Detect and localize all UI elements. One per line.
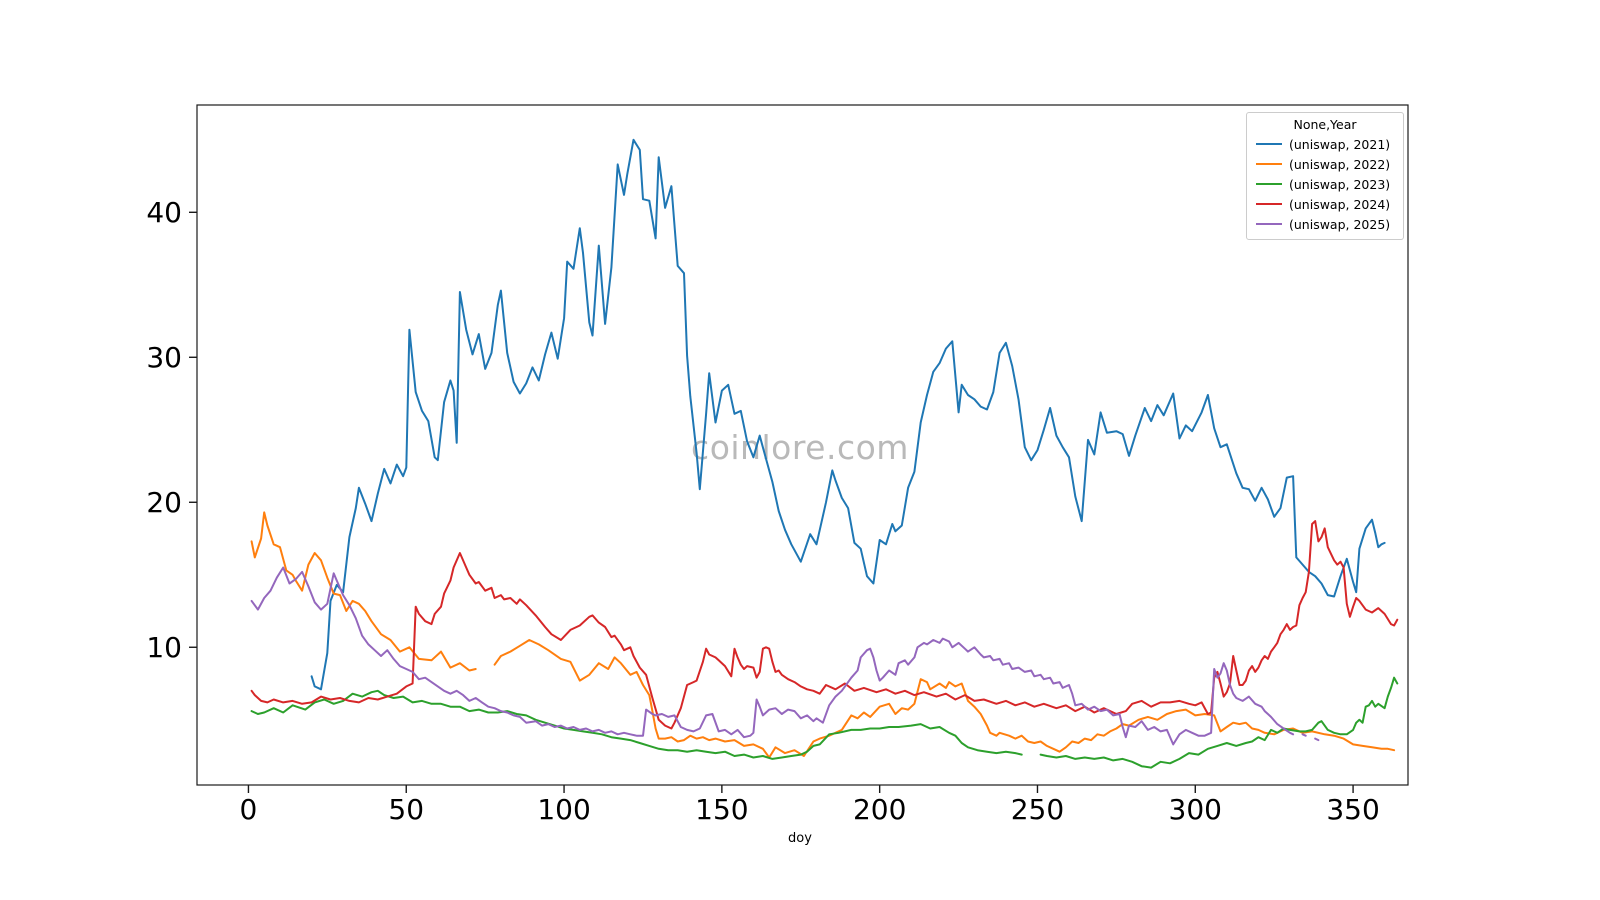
legend-label: (uniswap, 2025)	[1289, 216, 1391, 232]
watermark-text: coinlore.com	[691, 428, 909, 467]
y-tick-label: 30	[146, 341, 182, 374]
axes-frame	[196, 104, 1409, 786]
series-line	[250, 520, 1399, 730]
x-axis-label: doy	[788, 831, 812, 846]
y-tick-label: 20	[146, 486, 182, 519]
legend-label: (uniswap, 2021)	[1289, 136, 1391, 152]
x-tick-label: 300	[1169, 793, 1222, 826]
legend-entry: (uniswap, 2021)	[1247, 134, 1403, 154]
legend: None,Year (uniswap, 2021) (uniswap, 2022)…	[1246, 112, 1404, 240]
legend-entry: (uniswap, 2025)	[1247, 214, 1403, 234]
legend-label: (uniswap, 2024)	[1289, 196, 1391, 212]
series-line	[310, 138, 1386, 691]
x-tick-label: 100	[537, 793, 590, 826]
legend-rows: (uniswap, 2021) (uniswap, 2022) (uniswap, …	[1247, 134, 1403, 234]
legend-entry: (uniswap, 2022)	[1247, 154, 1403, 174]
x-tick-label: 0	[240, 793, 258, 826]
legend-title: None,Year	[1293, 117, 1357, 132]
legend-line-swatch	[1256, 143, 1282, 145]
legend-line-swatch	[1256, 183, 1282, 185]
x-tick-label: 350	[1326, 793, 1379, 826]
x-tick-label: 200	[853, 793, 906, 826]
legend-label: (uniswap, 2023)	[1289, 176, 1391, 192]
legend-line-swatch	[1256, 203, 1282, 205]
legend-entry: (uniswap, 2023)	[1247, 174, 1403, 194]
x-tick-label: 250	[1011, 793, 1064, 826]
series-line	[250, 511, 1396, 759]
y-tick-label: 10	[146, 631, 182, 664]
x-tick-label: 50	[388, 793, 424, 826]
series-line	[250, 676, 1399, 769]
legend-entry: (uniswap, 2024)	[1247, 194, 1403, 214]
legend-line-swatch	[1256, 223, 1282, 225]
legend-label: (uniswap, 2022)	[1289, 156, 1391, 172]
series-line	[250, 566, 1320, 746]
x-tick-label: 150	[695, 793, 748, 826]
y-tick-label: 40	[146, 196, 182, 229]
legend-line-swatch	[1256, 163, 1282, 165]
